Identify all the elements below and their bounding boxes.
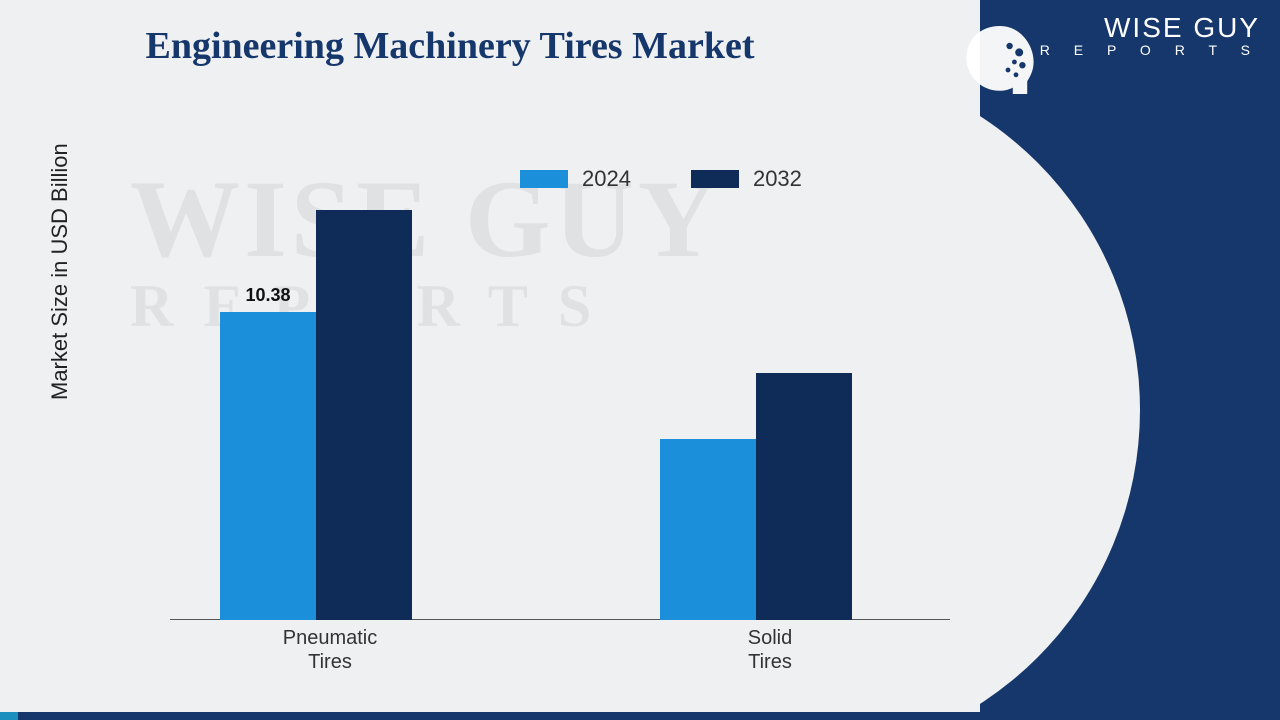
x-axis-label: Solid Tires [660,620,880,674]
x-axis-label: Pneumatic Tires [220,620,440,674]
bottom-accent [0,712,18,720]
bar-solid-2032 [756,373,852,620]
legend-item-2032: 2032 [691,166,802,192]
chart-canvas: WISE GUY REPORTS Engineering Machinery T… [0,0,1280,720]
logo-text-2: R E P O R T S [1040,42,1260,58]
bottom-bar [0,712,1280,720]
bar-value-label: 10.38 [208,285,328,306]
y-axis-label: Market Size in USD Billion [47,143,73,400]
legend-label: 2032 [753,166,802,192]
plot-area: 10.38 Pneumatic Tires Solid Tires [170,210,950,620]
legend-swatch [691,170,739,188]
bar-pneumatic-2024 [220,312,316,620]
legend: 2024 2032 [520,166,802,192]
brand-logo: WISE GUY R E P O R T S [1040,12,1260,58]
logo-text-1: WISE GUY [1040,12,1260,44]
legend-item-2024: 2024 [520,166,631,192]
head-icon [960,22,1040,102]
legend-label: 2024 [582,166,631,192]
chart-title: Engineering Machinery Tires Market [0,24,900,68]
legend-swatch [520,170,568,188]
bar-pneumatic-2032 [316,210,412,620]
bar-solid-2024 [660,439,756,620]
